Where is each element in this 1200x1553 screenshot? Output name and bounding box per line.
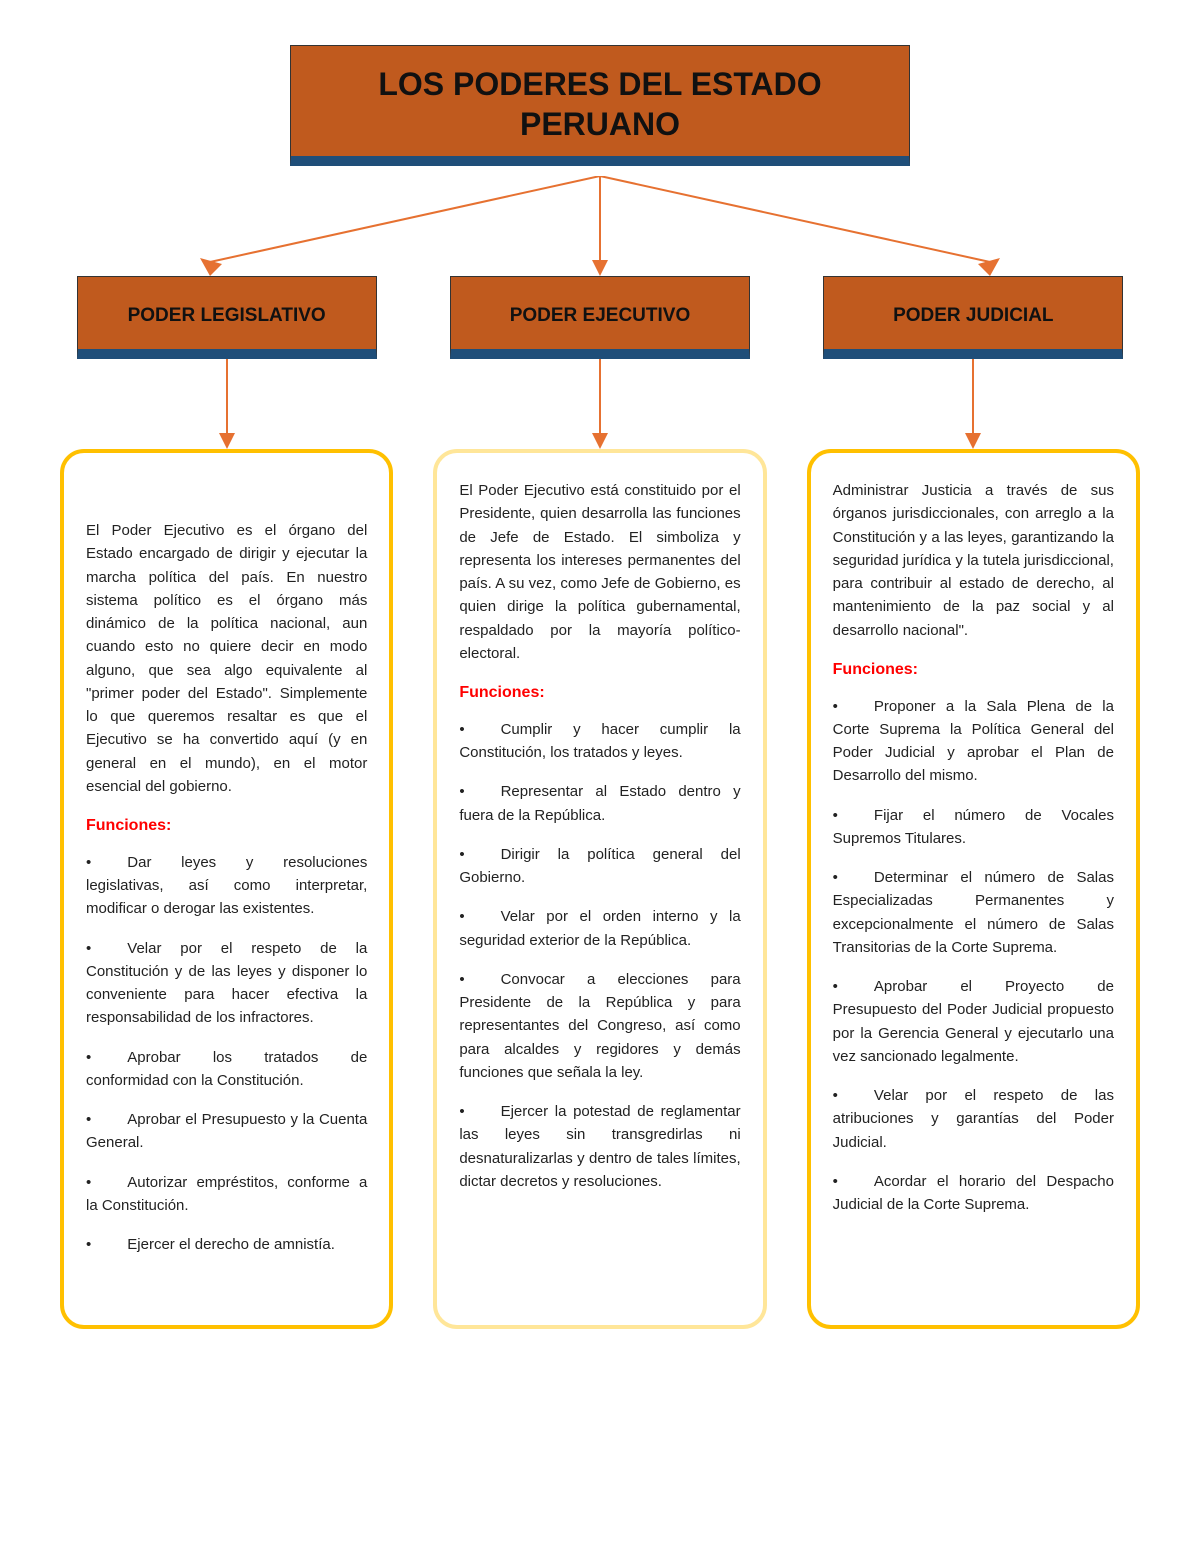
list-item: Determinar el número de Salas Especializ… <box>833 866 1114 959</box>
list-item: Cumplir y hacer cumplir la Constitución,… <box>459 718 740 765</box>
title-line1: LOS PODERES DEL ESTADO <box>321 64 879 104</box>
description: El Poder Ejecutivo es el órgano del Esta… <box>86 519 367 798</box>
list-item: Aprobar el Proyecto de Presupuesto del P… <box>833 975 1114 1068</box>
funciones-heading: Funciones: <box>833 658 1114 683</box>
list-item: Ejercer el derecho de amnistía. <box>86 1233 367 1256</box>
branches-row: PODER LEGISLATIVO El Poder Ejecutivo es … <box>40 276 1160 1329</box>
list-item: Representar al Estado dentro y fuera de … <box>459 780 740 827</box>
branch-header: PODER LEGISLATIVO <box>77 276 377 359</box>
list-item: Autorizar empréstitos, conforme a la Con… <box>86 1171 367 1218</box>
content-box-ejecutivo: El Poder Ejecutivo está constituido por … <box>433 449 766 1329</box>
title-line2: PERUANO <box>321 104 879 144</box>
list-item: Acordar el horario del Despacho Judicial… <box>833 1170 1114 1217</box>
branch-header: PODER EJECUTIVO <box>450 276 750 359</box>
connector-arrow <box>953 359 993 449</box>
branch-header: PODER JUDICIAL <box>823 276 1123 359</box>
function-list: Dar leyes y resoluciones legislativas, a… <box>86 851 367 1257</box>
content-box-judicial: Administrar Justicia a través de sus órg… <box>807 449 1140 1329</box>
description: El Poder Ejecutivo está constituido por … <box>459 479 740 665</box>
list-item: Velar por el respeto de la Constitución … <box>86 937 367 1030</box>
connector-top <box>40 176 1160 276</box>
branch-ejecutivo: PODER EJECUTIVO El Poder Ejecutivo está … <box>433 276 766 1329</box>
list-item: Dar leyes y resoluciones legislativas, a… <box>86 851 367 921</box>
list-item: Aprobar los tratados de conformidad con … <box>86 1046 367 1093</box>
list-item: Fijar el número de Vocales Supremos Titu… <box>833 804 1114 851</box>
branch-legislativo: PODER LEGISLATIVO El Poder Ejecutivo es … <box>60 276 393 1329</box>
list-item: Convocar a elecciones para Presidente de… <box>459 968 740 1084</box>
main-title-box: LOS PODERES DEL ESTADO PERUANO <box>290 45 910 166</box>
function-list: Cumplir y hacer cumplir la Constitución,… <box>459 718 740 1193</box>
function-list: Proponer a la Sala Plena de la Corte Sup… <box>833 695 1114 1217</box>
funciones-heading: Funciones: <box>86 814 367 839</box>
list-item: Aprobar el Presupuesto y la Cuenta Gener… <box>86 1108 367 1155</box>
connector-arrow <box>207 359 247 449</box>
description: Administrar Justicia a través de sus órg… <box>833 479 1114 642</box>
funciones-heading: Funciones: <box>459 681 740 706</box>
list-item: Dirigir la política general del Gobierno… <box>459 843 740 890</box>
connector-arrow <box>580 359 620 449</box>
list-item: Ejercer la potestad de reglamentar las l… <box>459 1100 740 1193</box>
list-item: Velar por el respeto de las atribuciones… <box>833 1084 1114 1154</box>
content-box-legislativo: El Poder Ejecutivo es el órgano del Esta… <box>60 449 393 1329</box>
list-item: Proponer a la Sala Plena de la Corte Sup… <box>833 695 1114 788</box>
branch-judicial: PODER JUDICIAL Administrar Justicia a tr… <box>807 276 1140 1329</box>
list-item: Velar por el orden interno y la segurida… <box>459 905 740 952</box>
